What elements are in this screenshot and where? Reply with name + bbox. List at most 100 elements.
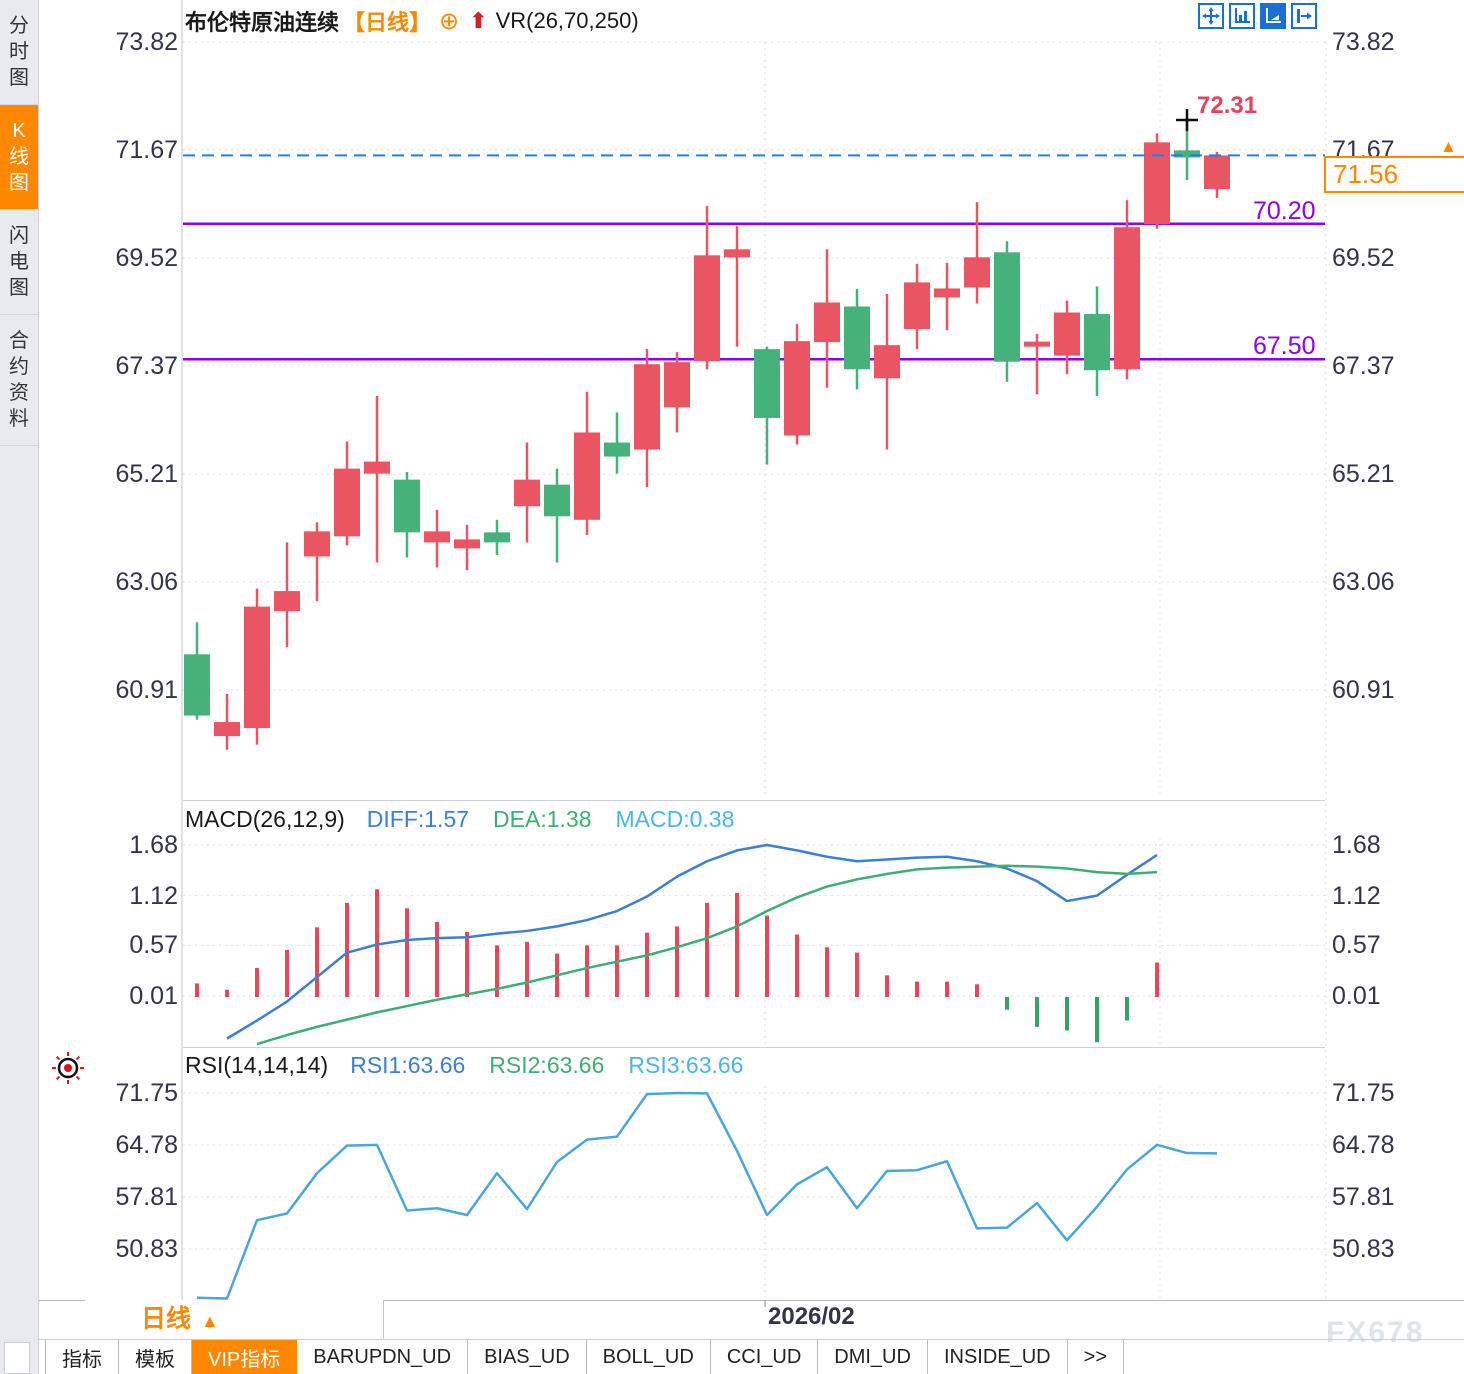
axis-tick-label: 50.83 xyxy=(115,1235,178,1264)
indicator-alarm-icon[interactable] xyxy=(48,1048,88,1093)
rsi-title[interactable]: RSI(14,14,14) xyxy=(185,1052,329,1078)
candle-body xyxy=(304,531,330,557)
candle-body xyxy=(484,532,510,543)
axis-tick-label: 65.21 xyxy=(1332,460,1395,489)
axis-tick-label: 0.01 xyxy=(1332,982,1381,1011)
macd-hist-bar xyxy=(465,931,469,997)
candle-body xyxy=(1174,150,1200,158)
macd-hist-bar xyxy=(1125,997,1129,1021)
axis-tick-label: 0.57 xyxy=(129,931,178,960)
candle-body xyxy=(544,484,570,517)
candle-body xyxy=(244,606,270,729)
plus-circle-icon[interactable]: ⊕ xyxy=(439,7,460,35)
candle-body xyxy=(1084,314,1110,371)
pane-shift-icon xyxy=(1297,9,1312,23)
period-tag[interactable]: 【日线】 xyxy=(343,10,432,35)
indicator-tab[interactable]: BIAS_UD xyxy=(468,1340,587,1374)
candle-body xyxy=(604,442,630,457)
period-selector[interactable]: 日线 ▲ xyxy=(85,1300,384,1339)
candle-body xyxy=(964,257,990,288)
sidebar-item-3[interactable]: 闪电图 xyxy=(0,210,38,315)
axis-tick-label: 73.82 xyxy=(1332,28,1395,56)
axis-tick-label: 57.81 xyxy=(1332,1182,1395,1211)
rsi3-value: RSI3:63.66 xyxy=(628,1052,744,1078)
candle-body xyxy=(994,252,1020,362)
candle-body xyxy=(634,364,660,450)
candle-body xyxy=(1054,312,1080,356)
candle-body xyxy=(214,722,240,737)
macd-diff-line xyxy=(226,843,1158,1040)
macd-dea-line xyxy=(256,864,1158,1046)
macd-hist-bar xyxy=(915,981,919,997)
pan-tool-button[interactable] xyxy=(1198,3,1224,29)
macd-hist-bar xyxy=(1005,997,1009,1010)
candle-body xyxy=(184,654,210,716)
axis-tick-label: 57.81 xyxy=(115,1182,178,1211)
axis-tick-label: 67.37 xyxy=(1332,351,1395,380)
candle-body xyxy=(754,349,780,418)
period-dropdown-icon: ▲ xyxy=(201,1311,219,1331)
indicator-tab[interactable]: DMI_UD xyxy=(818,1340,928,1374)
candle-body xyxy=(424,531,450,543)
macd-hist-bar xyxy=(1095,997,1099,1043)
candle-body xyxy=(724,249,750,258)
macd-hist-bar xyxy=(675,926,679,997)
macd-hist-bar xyxy=(975,984,979,997)
axis-tick-label: 69.52 xyxy=(115,243,178,272)
candle-body xyxy=(934,288,960,298)
candle-body xyxy=(694,255,720,362)
axis-tick-label: 50.83 xyxy=(1332,1235,1395,1264)
chart-toolbar xyxy=(1198,3,1317,29)
macd-hist-bar xyxy=(225,989,229,997)
macd-title[interactable]: MACD(26,12,9) xyxy=(185,806,345,832)
period-selector-label: 日线 xyxy=(141,1305,192,1333)
macd-hist-bar xyxy=(885,975,889,997)
macd-hist-bar xyxy=(375,889,379,997)
axis-tick-label: 0.57 xyxy=(1332,931,1381,960)
rsi2-value: RSI2:63.66 xyxy=(489,1052,605,1078)
bottom-corner-cell xyxy=(4,1342,30,1374)
chart-header: 布伦特原油连续 【日线】 ⊕ ⬆ VR(26,70,250) xyxy=(185,5,639,36)
candle-body xyxy=(784,341,810,436)
macd-hist-bar xyxy=(735,892,739,997)
indicator-tab[interactable]: 模板 xyxy=(119,1340,192,1374)
macd-hist-bar xyxy=(765,915,769,997)
axis-tick-label: 71.75 xyxy=(115,1079,178,1107)
indicator-tab[interactable]: BARUPDN_UD xyxy=(297,1340,469,1374)
macd-panel-header: MACD(26,12,9) DIFF:1.57 DEA:1.38 MACD:0.38 xyxy=(185,806,734,833)
candle-body xyxy=(334,468,360,537)
candle-body xyxy=(454,539,480,549)
macd-hist-bar xyxy=(945,981,949,997)
indicator-tab[interactable]: VIP指标 xyxy=(192,1340,298,1374)
rsi-line xyxy=(196,1091,1218,1300)
macd-hist-bar xyxy=(495,945,499,997)
macd-hist-bar xyxy=(1155,962,1159,997)
pane-shift-button[interactable] xyxy=(1291,3,1317,29)
resistance-level-label: 70.20 xyxy=(1253,197,1316,225)
vr-indicator-label[interactable]: VR(26,70,250) xyxy=(495,8,639,33)
axis-tick-label: 1.12 xyxy=(129,881,178,910)
axis-tick-label: 69.52 xyxy=(1332,243,1395,272)
sidebar-item-4[interactable]: 合约资料 xyxy=(0,315,38,446)
axis-scale-button-active[interactable] xyxy=(1260,3,1286,29)
macd-hist-bar xyxy=(795,934,799,997)
macd-hist-bar xyxy=(435,921,439,997)
candle-body xyxy=(814,302,840,343)
indicator-tab[interactable]: 指标 xyxy=(45,1340,119,1374)
axis-zoom-button[interactable] xyxy=(1229,3,1255,29)
indicator-tab[interactable]: >> xyxy=(1068,1340,1124,1374)
macd-hist-bar xyxy=(1065,997,1069,1031)
instrument-title: 布伦特原油连续 xyxy=(185,10,340,35)
indicator-tab[interactable]: INSIDE_UD xyxy=(928,1340,1068,1374)
price-axis-marker-icon: ▲ xyxy=(1440,137,1457,156)
watermark: FX678 xyxy=(1326,1316,1425,1349)
sidebar-item-1[interactable]: 分时图 xyxy=(0,0,38,105)
indicator-tab[interactable]: CCI_UD xyxy=(711,1340,819,1374)
candle-body xyxy=(1114,227,1140,370)
axis-zoom-icon xyxy=(1235,8,1250,23)
indicator-tab[interactable]: BOLL_UD xyxy=(587,1340,711,1374)
